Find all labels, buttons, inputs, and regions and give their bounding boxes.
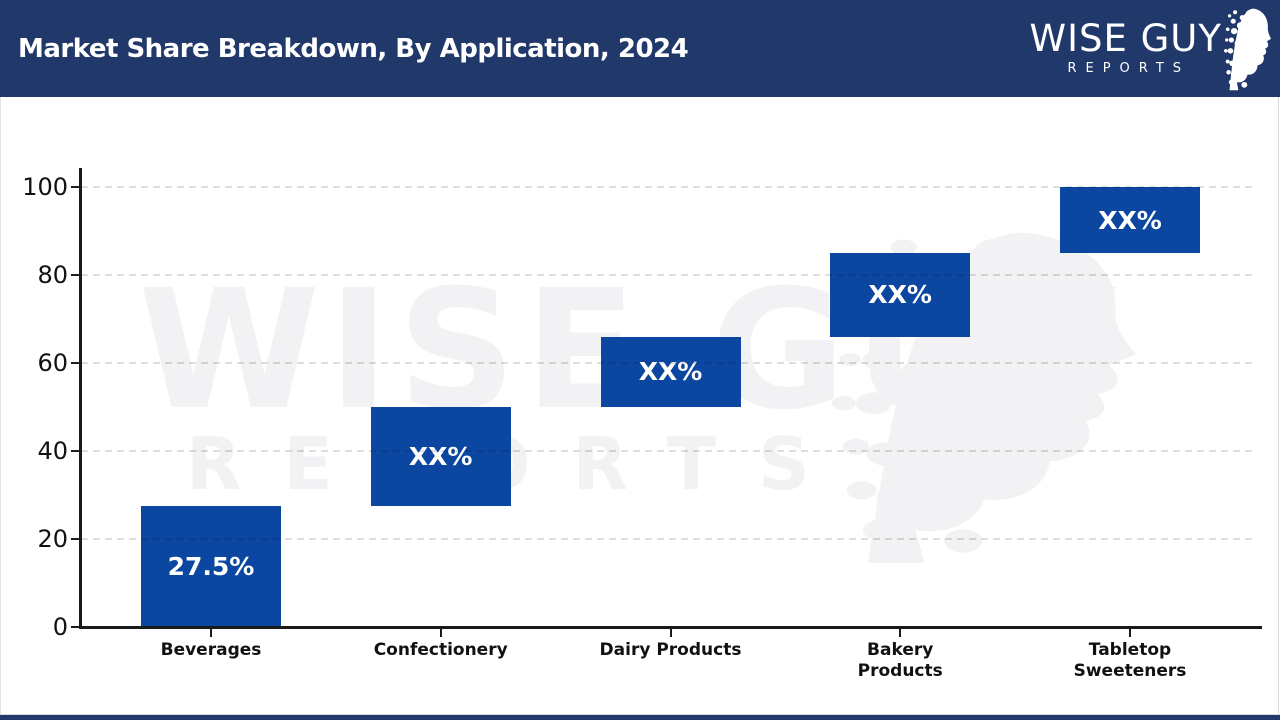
y-axis-tick-label: 80: [37, 261, 68, 289]
y-axis-tick-label: 0: [52, 613, 68, 641]
y-tick: [71, 538, 79, 540]
watermark-text-line1: WISE GUY: [138, 254, 1124, 446]
header-bar: Market Share Breakdown, By Application, …: [0, 0, 1280, 97]
bar-bakery-products: XX%: [830, 253, 971, 337]
page-left-border: [0, 97, 1, 715]
gridline: [81, 186, 1255, 188]
gridline: [81, 362, 1255, 364]
logo-wordmark: WISE GUY: [1029, 17, 1222, 60]
page-right-border: [1278, 97, 1279, 715]
y-axis-tick-label: 100: [22, 173, 68, 201]
x-axis-line: [79, 626, 1262, 629]
bar-value-label: XX%: [408, 442, 473, 471]
x-axis-label: Dairy Products: [599, 640, 742, 660]
y-axis-tick-label: 40: [37, 437, 68, 465]
x-tick: [210, 629, 212, 637]
y-tick: [71, 274, 79, 276]
x-tick: [669, 629, 672, 637]
x-axis-label: Confectionery: [373, 640, 508, 660]
bar-value-label: XX%: [868, 280, 932, 310]
logo-text: WISE GUY REPORTS: [1030, 20, 1222, 76]
y-axis-spine: [79, 168, 82, 628]
logo-face-icon: [1224, 8, 1272, 91]
y-tick: [71, 362, 79, 364]
x-tick: [899, 629, 902, 637]
x-tick: [439, 629, 442, 637]
x-axis-label: Beverages: [160, 640, 262, 660]
bar-tabletop-sweeteners: XX%: [1060, 187, 1200, 253]
page-title: Market Share Breakdown, By Application, …: [18, 33, 689, 64]
x-axis-label: Bakery Products: [857, 640, 943, 682]
footer-bar: [0, 715, 1280, 720]
y-tick: [71, 186, 79, 188]
bar-beverages: 27.5%: [141, 506, 281, 627]
bar-confectionery: XX%: [370, 407, 511, 506]
bar-value-label: XX%: [1098, 205, 1162, 235]
gridline: [81, 450, 1255, 452]
y-tick: [71, 450, 79, 452]
watermark-face-icon: [832, 232, 1137, 563]
logo-subtext: REPORTS: [1067, 61, 1191, 76]
y-axis-tick-label: 60: [37, 349, 68, 377]
bar-value-label: 27.5%: [167, 552, 255, 581]
gridline: [81, 538, 1255, 540]
y-tick: [71, 626, 79, 628]
y-axis-tick-label: 20: [37, 525, 68, 553]
gridline: [81, 274, 1255, 276]
footer-divider: [0, 714, 1280, 715]
watermark-text-line2: REPORTS: [186, 422, 852, 506]
bar-dairy-products: XX%: [600, 336, 741, 407]
wise-guy-reports-logo: WISE GUY REPORTS: [1030, 4, 1272, 94]
bar-value-label: XX%: [638, 357, 703, 387]
x-axis-label: Tabletop Sweeteners: [1073, 640, 1187, 682]
x-tick: [1129, 629, 1131, 637]
